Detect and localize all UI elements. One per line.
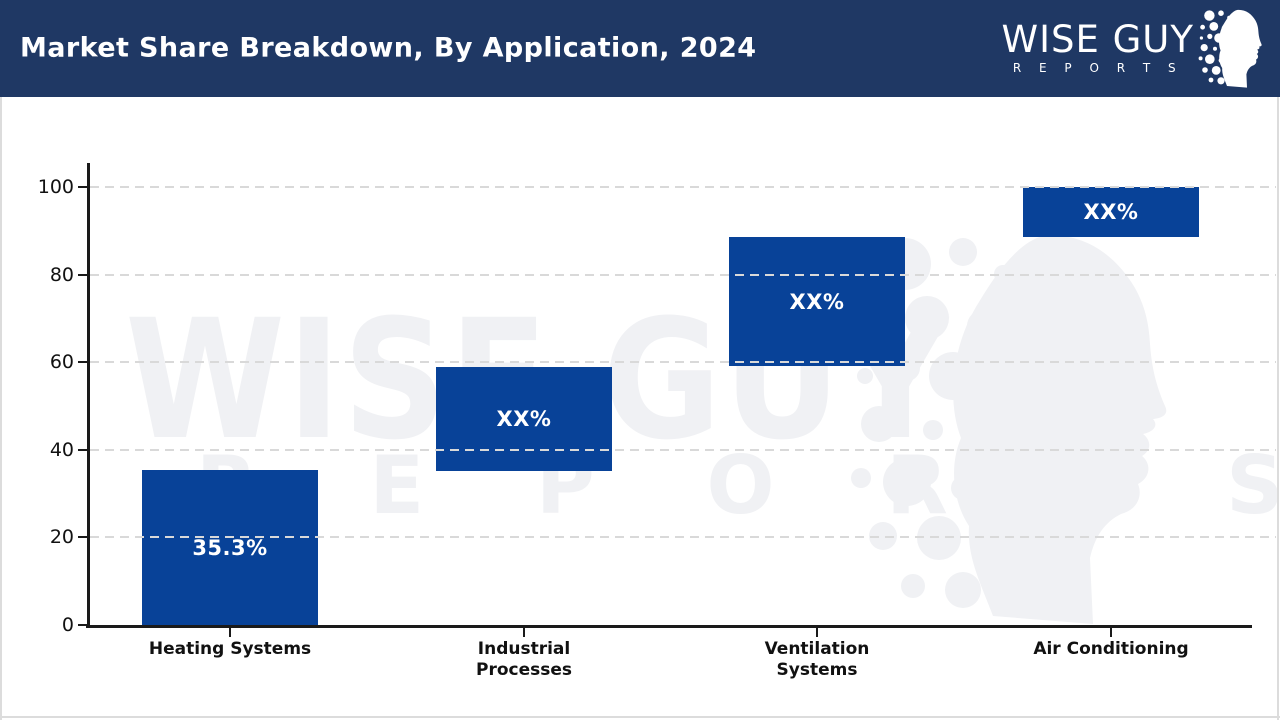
y-tick-label-0: 0 — [61, 614, 74, 636]
frame-border-right — [1277, 97, 1279, 720]
x-tick-mark-4 — [1110, 628, 1112, 637]
frame-border-left — [0, 97, 2, 720]
wise-guy-reports-logo: WISE GUY R E P O R T S — [1002, 8, 1268, 88]
gridline-40 — [90, 449, 1276, 451]
y-tick-mark-0 — [78, 624, 87, 626]
gridline-100 — [90, 186, 1276, 188]
gridline-60 — [90, 361, 1276, 363]
y-tick-mark-80 — [78, 274, 87, 276]
x-tick-mark-3 — [816, 628, 818, 637]
header-bar: Market Share Breakdown, By Application, … — [0, 0, 1280, 97]
y-tick-label-20: 20 — [49, 526, 74, 548]
gridline-80 — [90, 274, 1276, 276]
logo-wordmark: WISE GUY — [1001, 18, 1194, 62]
y-tick-mark-20 — [78, 536, 87, 538]
x-tick-mark-2 — [523, 628, 525, 637]
gridline-20 — [90, 536, 1276, 538]
y-tick-mark-100 — [78, 186, 87, 188]
bar-heating-systems: 35.3% — [142, 470, 318, 625]
bar-value-label: 35.3% — [192, 535, 268, 560]
y-tick-label-80: 80 — [49, 264, 74, 286]
x-tick-mark-1 — [229, 628, 231, 637]
logo-wordmark-block: WISE GUY R E P O R T S — [1001, 18, 1194, 75]
y-tick-label-100: 100 — [37, 176, 74, 198]
bar-value-label: XX% — [1083, 200, 1139, 224]
bar-air-conditioning: XX% — [1023, 187, 1199, 237]
x-label-air-conditioning: Air Conditioning — [1033, 639, 1189, 659]
x-label-industrial-processes: Industrial Processes — [475, 639, 572, 680]
x-label-ventilation-systems: Ventilation Systems — [764, 639, 870, 680]
y-tick-mark-60 — [78, 361, 87, 363]
bar-industrial-processes: XX% — [436, 367, 612, 471]
logo-subtext: R E P O R T S — [1012, 60, 1183, 75]
logo-head-icon — [1198, 9, 1262, 88]
y-axis-line — [87, 163, 90, 627]
x-axis-line — [86, 625, 1252, 628]
y-tick-label-40: 40 — [49, 439, 74, 461]
bar-value-label: XX% — [496, 407, 552, 431]
y-tick-label-60: 60 — [49, 351, 74, 373]
y-tick-mark-40 — [78, 449, 87, 451]
x-label-heating-systems: Heating Systems — [148, 639, 312, 659]
bar-value-label: XX% — [789, 289, 845, 314]
bar-ventilation-systems: XX% — [729, 237, 905, 366]
page-title: Market Share Breakdown, By Application, … — [20, 31, 757, 63]
frame-border-bottom — [0, 716, 1280, 718]
